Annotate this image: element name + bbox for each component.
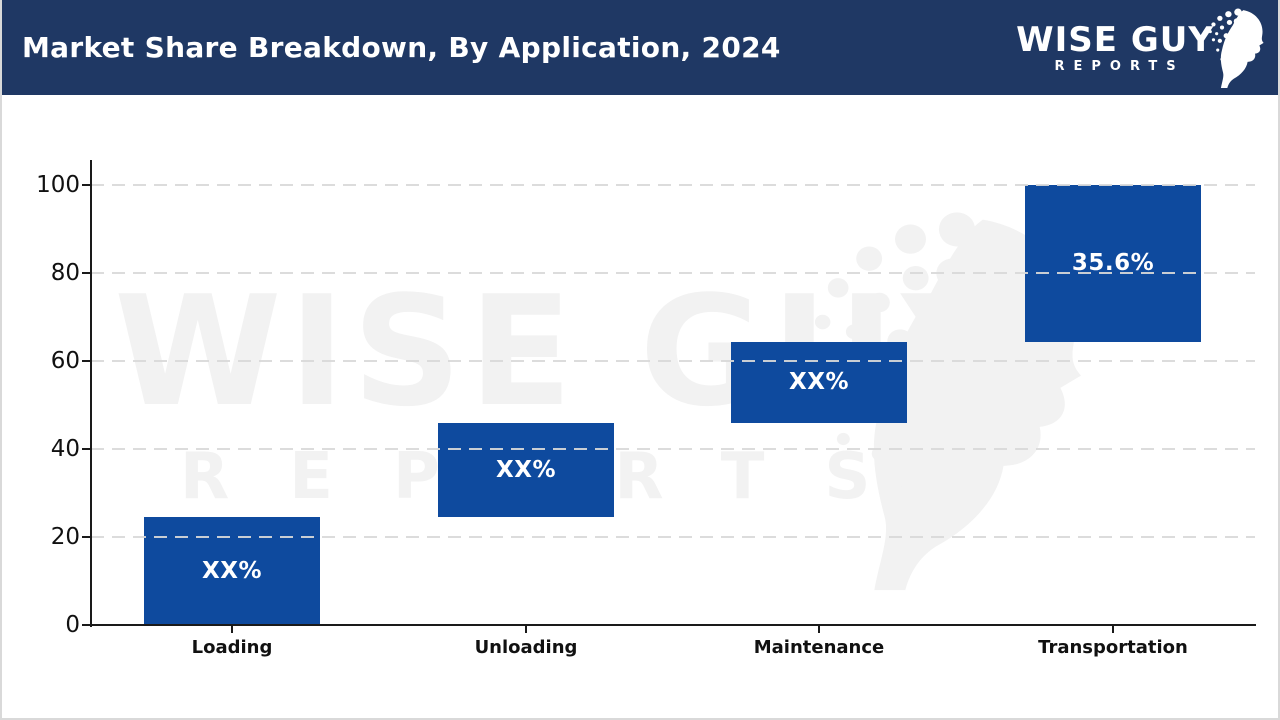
y-axis-line [90,160,92,627]
y-axis-tick-label: 100 [36,172,80,198]
y-axis-tick-label: 40 [50,436,80,462]
y-axis-tick-label: 60 [50,348,80,374]
x-axis-tick [818,626,820,633]
gridline [91,272,1255,274]
logo-text: WISE GUY REPORTS [1016,22,1214,74]
y-axis-tick [82,184,90,186]
page-title: Market Share Breakdown, By Application, … [22,31,781,64]
gridline [91,448,1255,450]
logo-head-icon [1208,8,1264,88]
x-axis-tick [1112,626,1114,633]
gridline [91,184,1255,186]
logo-wiseguy-label: WISE GUY [1016,20,1214,60]
bar-unloading: XX% [438,422,614,518]
bar-value-label: XX% [495,456,556,483]
gridline [91,536,1255,538]
bar-value-label: XX% [201,558,262,585]
y-axis-tick-label: 20 [50,524,80,550]
y-axis-tick [82,536,90,538]
y-axis-tick [82,360,90,362]
x-axis-tick [525,626,527,633]
y-axis-tick-label: 0 [65,612,80,638]
y-axis-tick [82,272,90,274]
x-axis-tick [231,626,233,633]
bar-transportation: 35.6% [1025,185,1201,342]
wise-guy-reports-logo: WISE GUY REPORTS [1016,4,1270,92]
y-axis-tick [82,624,90,626]
category-label: Loading [191,637,273,658]
header: Market Share Breakdown, By Application, … [2,0,1278,95]
gridline [91,360,1255,362]
logo-reports-label: REPORTS [1054,59,1185,74]
x-axis-line [90,624,1256,626]
category-label: Maintenance [753,637,885,658]
bar-loading: XX% [144,517,320,625]
y-axis-tick [82,448,90,450]
bar-value-label: XX% [788,369,849,396]
bar-maintenance: XX% [731,341,907,423]
y-axis-tick-label: 80 [50,260,80,286]
bar-value-label: 35.6% [1071,250,1155,277]
category-label: Transportation [1038,637,1188,658]
category-label: Unloading [474,637,578,658]
